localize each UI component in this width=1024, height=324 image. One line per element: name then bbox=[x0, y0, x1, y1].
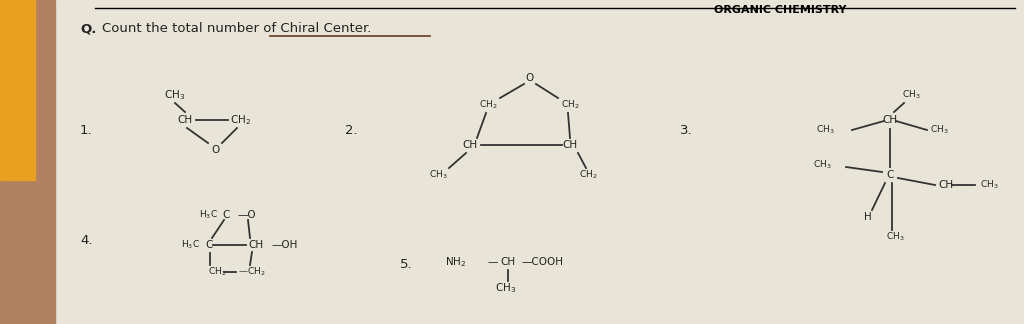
Text: CH$_2$: CH$_2$ bbox=[208, 266, 226, 278]
Text: CH$_3$: CH$_3$ bbox=[980, 179, 998, 191]
Text: C: C bbox=[222, 210, 229, 220]
Text: CH: CH bbox=[500, 257, 515, 267]
Text: H$_3$C: H$_3$C bbox=[181, 239, 200, 251]
Text: CH$_2$: CH$_2$ bbox=[479, 99, 498, 111]
Text: O: O bbox=[211, 145, 219, 155]
Text: CH: CH bbox=[177, 115, 193, 125]
Bar bbox=[0, 0, 35, 180]
Text: 1.: 1. bbox=[80, 123, 92, 136]
Text: CH$_3$: CH$_3$ bbox=[165, 88, 185, 102]
Text: CH$_3$: CH$_3$ bbox=[886, 231, 904, 243]
Text: 5.: 5. bbox=[400, 259, 413, 272]
Text: 3.: 3. bbox=[680, 123, 692, 136]
Text: NH$_2$: NH$_2$ bbox=[445, 255, 466, 269]
Text: CH$_2$: CH$_2$ bbox=[561, 99, 580, 111]
Text: CH$_3$: CH$_3$ bbox=[930, 124, 948, 136]
Text: —OH: —OH bbox=[272, 240, 298, 250]
Text: —: — bbox=[488, 257, 499, 267]
Text: CH$_2$: CH$_2$ bbox=[229, 113, 251, 127]
Text: 2.: 2. bbox=[345, 123, 357, 136]
Text: CH: CH bbox=[248, 240, 263, 250]
Text: CH$_3$: CH$_3$ bbox=[902, 89, 921, 101]
Text: Count the total number of Chiral Center.: Count the total number of Chiral Center. bbox=[102, 22, 372, 35]
Text: H: H bbox=[864, 212, 871, 222]
Text: H$_3$C: H$_3$C bbox=[199, 209, 218, 221]
Text: CH: CH bbox=[463, 140, 477, 150]
Text: C: C bbox=[205, 240, 212, 250]
Text: ORGANIC CHEMISTRY: ORGANIC CHEMISTRY bbox=[714, 5, 846, 15]
Text: CH$_3$: CH$_3$ bbox=[429, 169, 447, 181]
Text: CH: CH bbox=[938, 180, 953, 190]
Text: CH$_2$: CH$_2$ bbox=[579, 169, 597, 181]
Text: O: O bbox=[526, 73, 535, 83]
Bar bbox=[0, 0, 55, 324]
Text: —CH$_2$: —CH$_2$ bbox=[238, 266, 265, 278]
Text: —COOH: —COOH bbox=[522, 257, 564, 267]
Text: CH: CH bbox=[562, 140, 578, 150]
Text: C: C bbox=[887, 170, 894, 180]
Text: CH$_3$: CH$_3$ bbox=[496, 281, 516, 295]
Text: 4.: 4. bbox=[80, 234, 92, 247]
Text: —O: —O bbox=[238, 210, 257, 220]
Text: CH$_3$: CH$_3$ bbox=[813, 159, 831, 171]
Text: CH: CH bbox=[883, 115, 898, 125]
Text: Q.: Q. bbox=[80, 22, 96, 35]
Text: CH$_3$: CH$_3$ bbox=[816, 124, 835, 136]
